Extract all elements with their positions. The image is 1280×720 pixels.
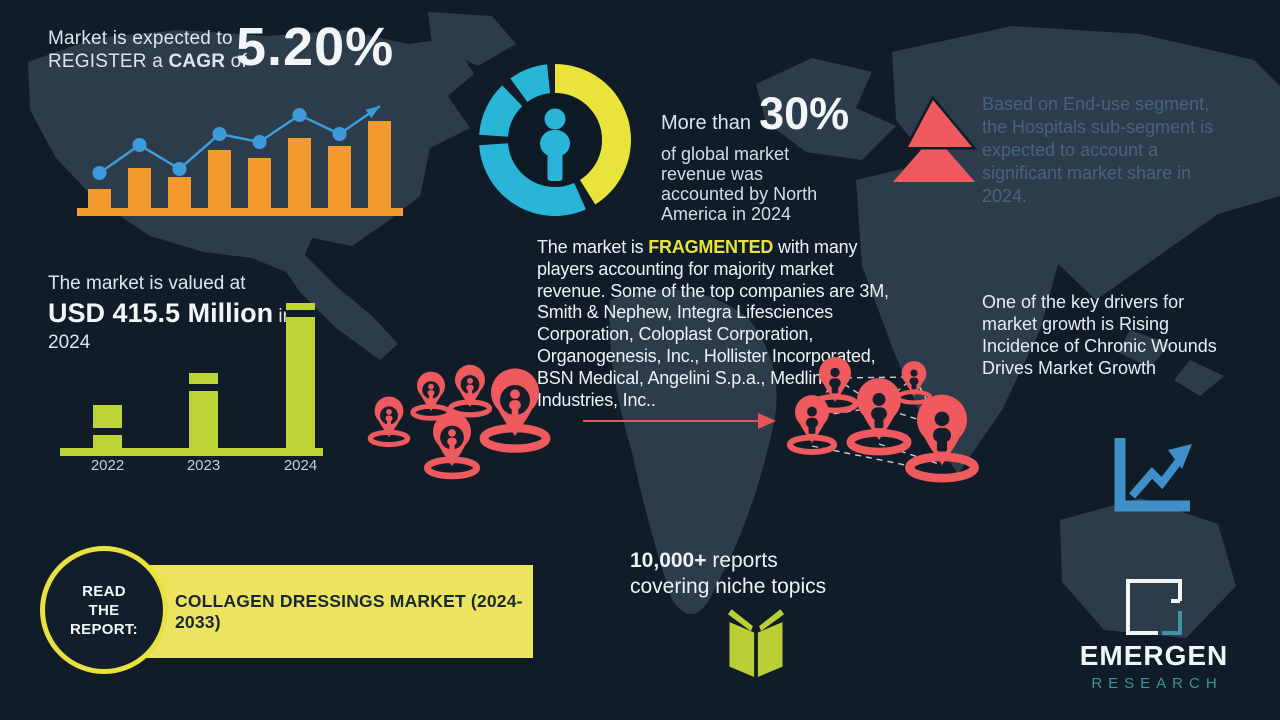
donut-segment bbox=[479, 85, 523, 137]
bar-stripe bbox=[189, 384, 218, 391]
bar bbox=[328, 146, 351, 208]
chart-baseline bbox=[60, 448, 323, 456]
data-point bbox=[172, 162, 187, 176]
bar bbox=[288, 138, 311, 208]
bar-stripe bbox=[93, 428, 122, 435]
data-point bbox=[292, 108, 307, 122]
headline-line1: Market is expected to bbox=[48, 28, 233, 49]
bar bbox=[88, 189, 111, 208]
valuation-value: USD 415.5 Million bbox=[48, 298, 274, 328]
reports-count: 10,000+ bbox=[630, 549, 707, 572]
valuation-year: 2024 bbox=[48, 332, 91, 353]
emergen-logo-mark[interactable] bbox=[1122, 575, 1186, 639]
data-point bbox=[332, 127, 347, 141]
double-up-arrow-icon bbox=[893, 95, 978, 182]
report-banner[interactable]: COLLAGEN DRESSINGS MARKET (2024-2033) bbox=[145, 565, 533, 658]
headline-line2: REGISTER a CAGR of bbox=[48, 51, 247, 72]
bar bbox=[368, 121, 391, 208]
north-america-donut-chart bbox=[479, 64, 631, 216]
cagr-bar-chart bbox=[77, 104, 403, 216]
na-stat-body: of global market revenue was accounted b… bbox=[661, 144, 818, 224]
donut-segment bbox=[479, 143, 586, 216]
fragmented-highlight: FRAGMENTED bbox=[648, 237, 774, 257]
brand-name[interactable]: EMERGEN bbox=[1079, 640, 1229, 671]
data-point bbox=[252, 135, 267, 149]
data-point bbox=[212, 127, 227, 141]
trend-arrowhead bbox=[365, 106, 380, 119]
market-value-bar-chart: 2022 2023 2024 bbox=[60, 303, 323, 474]
data-point bbox=[132, 138, 147, 152]
bar bbox=[128, 168, 151, 208]
hospitals-segment-text: Based on End-use segment, the Hospitals … bbox=[982, 94, 1214, 206]
north-america-stat: More than 30% of global market revenue w… bbox=[661, 88, 857, 224]
x-axis-label: 2022 bbox=[91, 457, 124, 474]
key-driver-text: One of the key drivers for market growth… bbox=[982, 292, 1217, 378]
data-point bbox=[92, 166, 107, 180]
bar bbox=[208, 150, 231, 208]
person-icon bbox=[540, 108, 570, 181]
report-banner-label: COLLAGEN DRESSINGS MARKET (2024-2033) bbox=[175, 590, 523, 632]
bar-stripe bbox=[286, 310, 315, 317]
donut-segment bbox=[555, 64, 631, 205]
brand-subtitle[interactable]: RESEARCH bbox=[1091, 675, 1223, 692]
read-report-button[interactable]: READ THE REPORT: bbox=[40, 546, 168, 674]
x-axis-label: 2024 bbox=[284, 457, 317, 474]
market-valuation: The market is valued at USD 415.5 Millio… bbox=[48, 273, 294, 353]
valuation-intro: The market is valued at bbox=[48, 273, 246, 294]
reports-promo: 10,000+ reports covering niche topics bbox=[630, 549, 827, 598]
fragmented-market-text: The market is FRAGMENTED with many playe… bbox=[537, 237, 889, 410]
chart-baseline bbox=[77, 208, 403, 216]
x-axis-label: 2023 bbox=[187, 457, 220, 474]
bar bbox=[93, 405, 122, 448]
cagr-value: 5.20% bbox=[236, 17, 395, 77]
bar bbox=[248, 158, 271, 208]
trend-line bbox=[98, 104, 381, 175]
open-book-icon bbox=[725, 606, 787, 678]
na-stat-value: 30% bbox=[759, 88, 850, 139]
bar bbox=[286, 303, 315, 448]
na-stat-prefix: More than bbox=[661, 112, 752, 134]
bar bbox=[168, 177, 191, 208]
donut-segment bbox=[510, 64, 551, 102]
reports-promo-line2: covering niche topics bbox=[630, 575, 827, 598]
cagr-headline: Market is expected to REGISTER a CAGR of bbox=[48, 27, 247, 73]
growth-chart-icon bbox=[1114, 438, 1192, 512]
